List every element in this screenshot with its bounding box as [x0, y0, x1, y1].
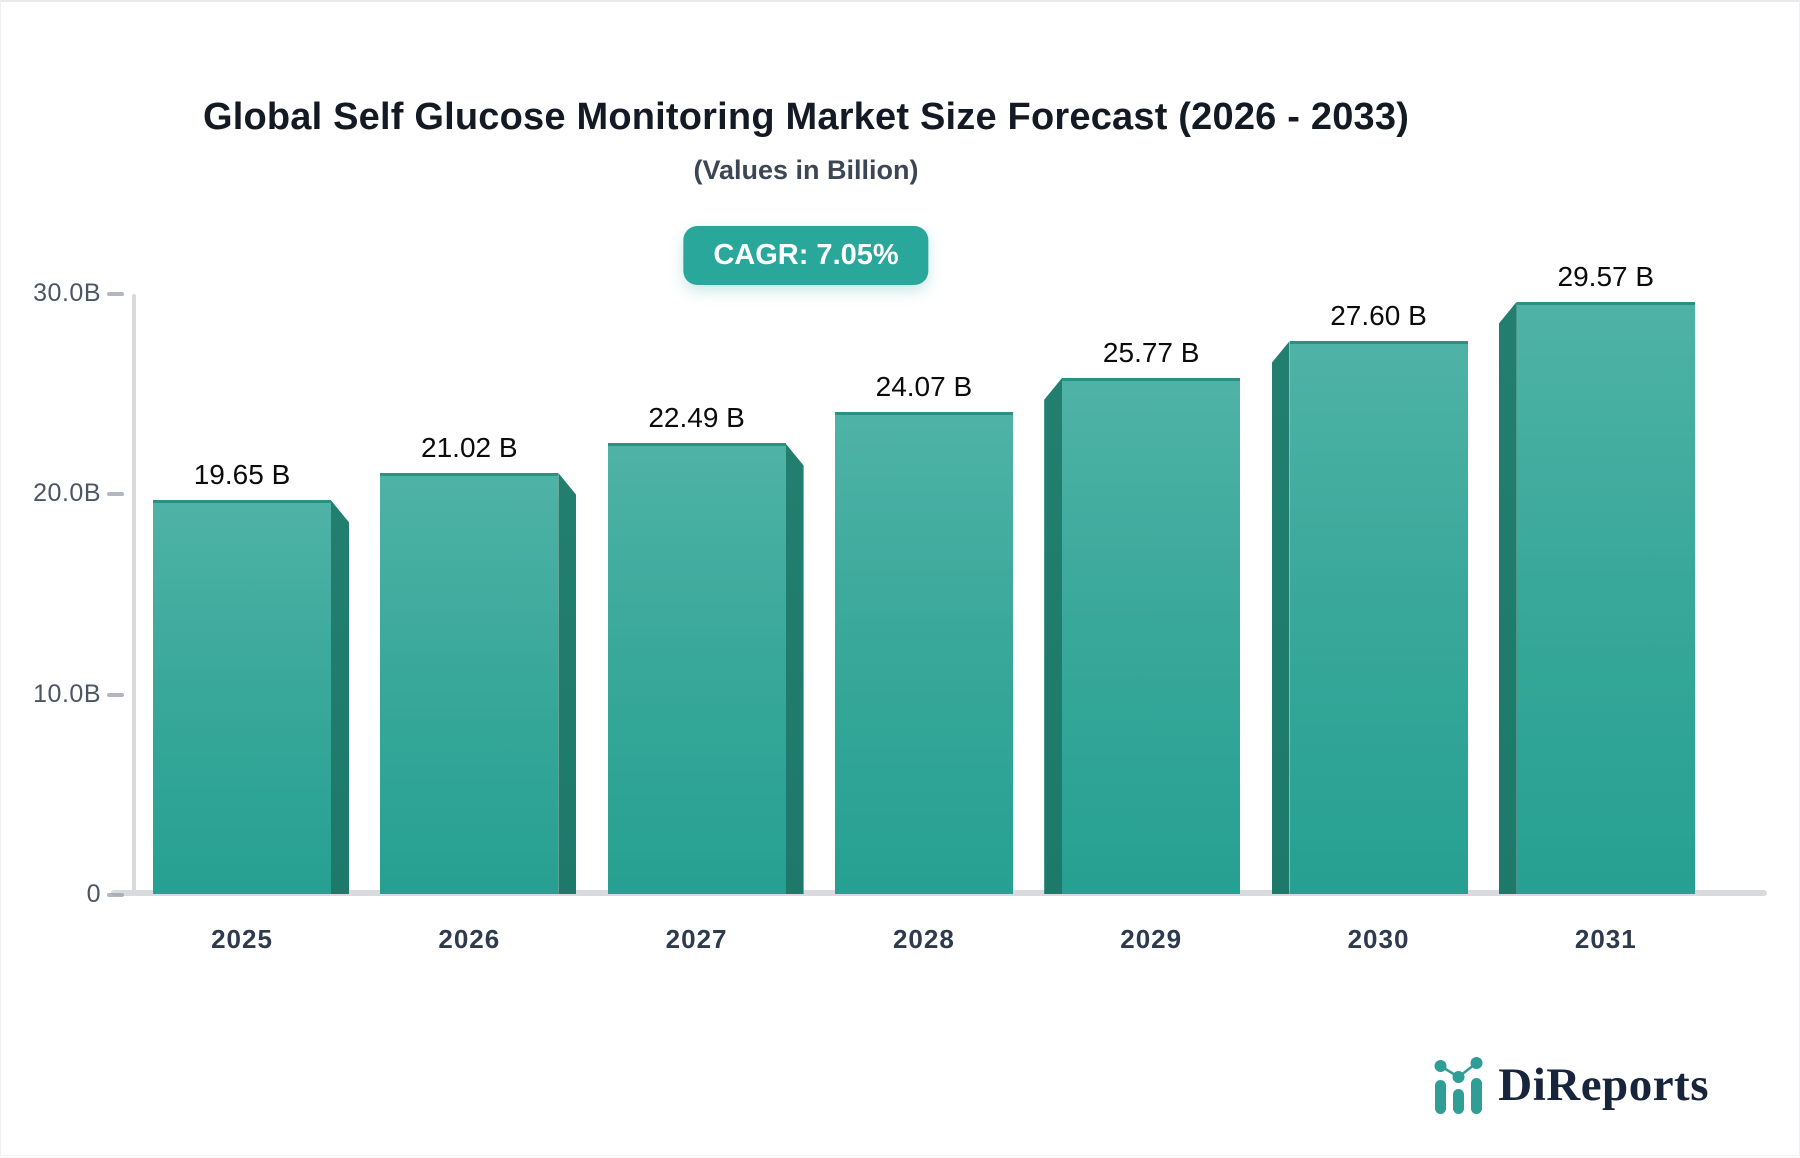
y-tick-label: 20.0B [33, 479, 101, 508]
bar-value-label: 22.49 B [648, 402, 745, 434]
bar-2028 [834, 411, 1013, 894]
chart-subtitle: (Values in Billion) [693, 155, 919, 185]
mini-bar-line-chart-icon [1434, 1057, 1483, 1114]
bar-value-label: 27.60 B [1330, 300, 1427, 332]
x-axis-label-2027: 2027 [665, 924, 728, 954]
bar-2026 [380, 472, 577, 894]
bar-face [153, 500, 331, 894]
y-tick-mark [107, 292, 124, 296]
cagr-badge: CAGR: 7.05% [683, 226, 929, 285]
bar-3d-side [558, 472, 577, 894]
chart-header: Global Self Glucose Monitoring Market Si… [1, 96, 1611, 186]
bar-3d-side [331, 500, 349, 894]
chart-title: Global Self Glucose Monitoring Market Si… [202, 96, 1410, 138]
bar-face [1062, 377, 1241, 894]
bar-face [1289, 341, 1468, 894]
bar-2030 [1271, 341, 1468, 894]
x-axis-label-2031: 2031 [1574, 924, 1637, 954]
bar-value-label: 19.65 B [193, 459, 291, 491]
bar-3d-side [1044, 377, 1063, 894]
bar-value-label: 21.02 B [421, 431, 518, 463]
y-tick-mark [107, 692, 124, 697]
bar-face [607, 443, 786, 894]
x-axis-label-2026: 2026 [438, 924, 501, 954]
bar-3d-side [1271, 341, 1290, 894]
x-axis-label-2029: 2029 [1120, 924, 1183, 954]
x-axis-label-2028: 2028 [892, 924, 955, 954]
bar-2029 [1044, 377, 1241, 894]
bar-value-label: 25.77 B [1102, 336, 1200, 368]
logo-text: DiReports [1498, 1059, 1709, 1111]
bar-2031 [1498, 301, 1695, 894]
x-axis-label-2030: 2030 [1347, 924, 1410, 954]
y-tick-label: 30.0B [33, 279, 101, 307]
bar-face [834, 411, 1013, 894]
y-tick-mark [107, 492, 124, 497]
bar-2025 [153, 500, 349, 894]
direports-logo: DiReports [1430, 1053, 1709, 1117]
bar-value-label: 24.07 B [875, 370, 973, 402]
y-tick-mark [107, 893, 124, 897]
bar-2027 [607, 443, 804, 894]
bar-face [1516, 301, 1695, 894]
x-axis-label-2025: 2025 [211, 924, 273, 954]
y-tick-label: 10.0B [33, 679, 101, 708]
bar-face [380, 472, 559, 894]
y-axis-line [132, 294, 136, 895]
bar-3d-side [785, 443, 804, 894]
bar-value-label: 29.57 B [1557, 260, 1655, 292]
y-tick-label: 0 [86, 880, 101, 908]
bars-area: 19.65 B 21.02 B 22.49 B 24.07 B 25.77 B 27.60… [133, 261, 1767, 895]
bar-3d-side [1498, 301, 1517, 894]
